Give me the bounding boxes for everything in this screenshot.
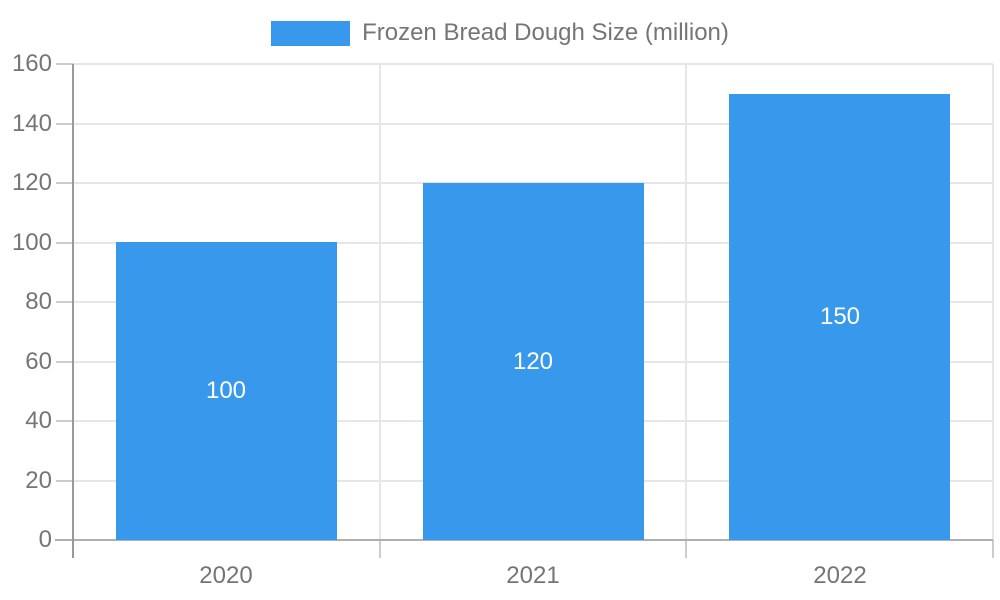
bar[interactable] [116,242,337,540]
x-axis-label: 2022 [813,562,867,589]
bar-value-label: 100 [205,377,247,404]
x-tick-mark [685,540,687,558]
y-tick-mark [56,122,73,125]
bar-value-label: 150 [819,303,861,330]
y-gridline [73,122,993,125]
y-tick-mark [56,360,73,363]
legend-label: Frozen Bread Dough Size (million) [362,19,729,46]
x-gridline [992,64,994,540]
y-axis-label: 20 [25,466,52,494]
y-tick-mark [56,241,73,244]
y-tick-mark [56,479,73,482]
bar-value-label: 120 [512,348,554,375]
legend[interactable]: Frozen Bread Dough Size (million) [0,19,1000,47]
y-axis-label: 120 [11,169,52,196]
bar[interactable] [729,94,950,540]
x-gridline [685,64,687,540]
y-axis-label: 140 [11,109,52,137]
y-axis-label: 160 [11,50,52,77]
y-tick-mark [56,420,73,422]
y-tick-mark [56,182,73,184]
x-gridline [379,64,381,540]
y-tick-mark [56,301,73,303]
y-axis-label: 80 [25,288,52,315]
y-axis-label: 0 [38,526,52,553]
x-axis-baseline [55,539,993,541]
y-gridline [73,63,993,65]
bar[interactable] [423,183,644,540]
x-axis-label: 2021 [506,562,560,589]
x-tick-mark [379,540,381,558]
y-axis-label: 60 [25,347,52,375]
y-tick-mark [56,63,73,65]
y-axis-line [72,64,74,558]
legend-swatch-icon [271,20,351,46]
y-axis-label: 40 [25,407,52,434]
y-axis-label: 100 [11,228,52,256]
x-axis-label: 2020 [199,562,253,589]
x-tick-mark [992,540,994,558]
